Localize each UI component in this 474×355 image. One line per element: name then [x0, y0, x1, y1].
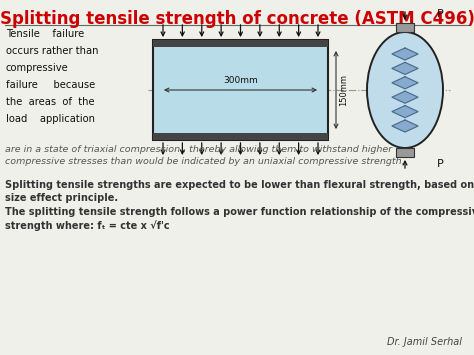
Bar	[396, 23, 414, 32]
Text: 150mm: 150mm	[339, 74, 348, 106]
Text: compressive: compressive	[6, 63, 69, 73]
Text: size effect principle.: size effect principle.	[5, 193, 118, 203]
Text: Dr. Jamil Serhal: Dr. Jamil Serhal	[387, 337, 462, 347]
Text: The splitting tensile strength follows a power function relationship of the comp: The splitting tensile strength follows a…	[5, 207, 474, 217]
Text: Tensile    failure: Tensile failure	[6, 29, 84, 39]
Text: failure     because: failure because	[6, 80, 95, 90]
Text: 300mm: 300mm	[223, 76, 258, 85]
Bar	[153, 133, 328, 140]
Bar	[153, 40, 328, 47]
Bar	[153, 40, 328, 140]
Polygon shape	[392, 91, 418, 103]
Bar	[396, 148, 414, 157]
Text: load    application: load application	[6, 114, 95, 124]
Text: P: P	[437, 159, 444, 169]
Text: are in a state of triaxial compression , thereby allowing them to withstand high: are in a state of triaxial compression ,…	[5, 145, 392, 154]
Text: compressive stresses than would be indicated by an uniaxial compressive strength: compressive stresses than would be indic…	[5, 157, 405, 166]
Polygon shape	[392, 62, 418, 75]
Text: Splitting tensile strength of concrete (ASTM C496): Splitting tensile strength of concrete (…	[0, 10, 474, 28]
Text: Splitting tensile strengths are expected to be lower than flexural strength, bas: Splitting tensile strengths are expected…	[5, 180, 474, 190]
Text: P: P	[437, 9, 444, 19]
Polygon shape	[392, 105, 418, 118]
Polygon shape	[392, 120, 418, 132]
Text: strength where: fₜ = cte x √f'c: strength where: fₜ = cte x √f'c	[5, 220, 170, 231]
Polygon shape	[392, 77, 418, 89]
Ellipse shape	[367, 32, 443, 148]
Text: occurs rather than: occurs rather than	[6, 46, 99, 56]
Polygon shape	[392, 48, 418, 60]
Text: the  areas  of  the: the areas of the	[6, 97, 95, 107]
